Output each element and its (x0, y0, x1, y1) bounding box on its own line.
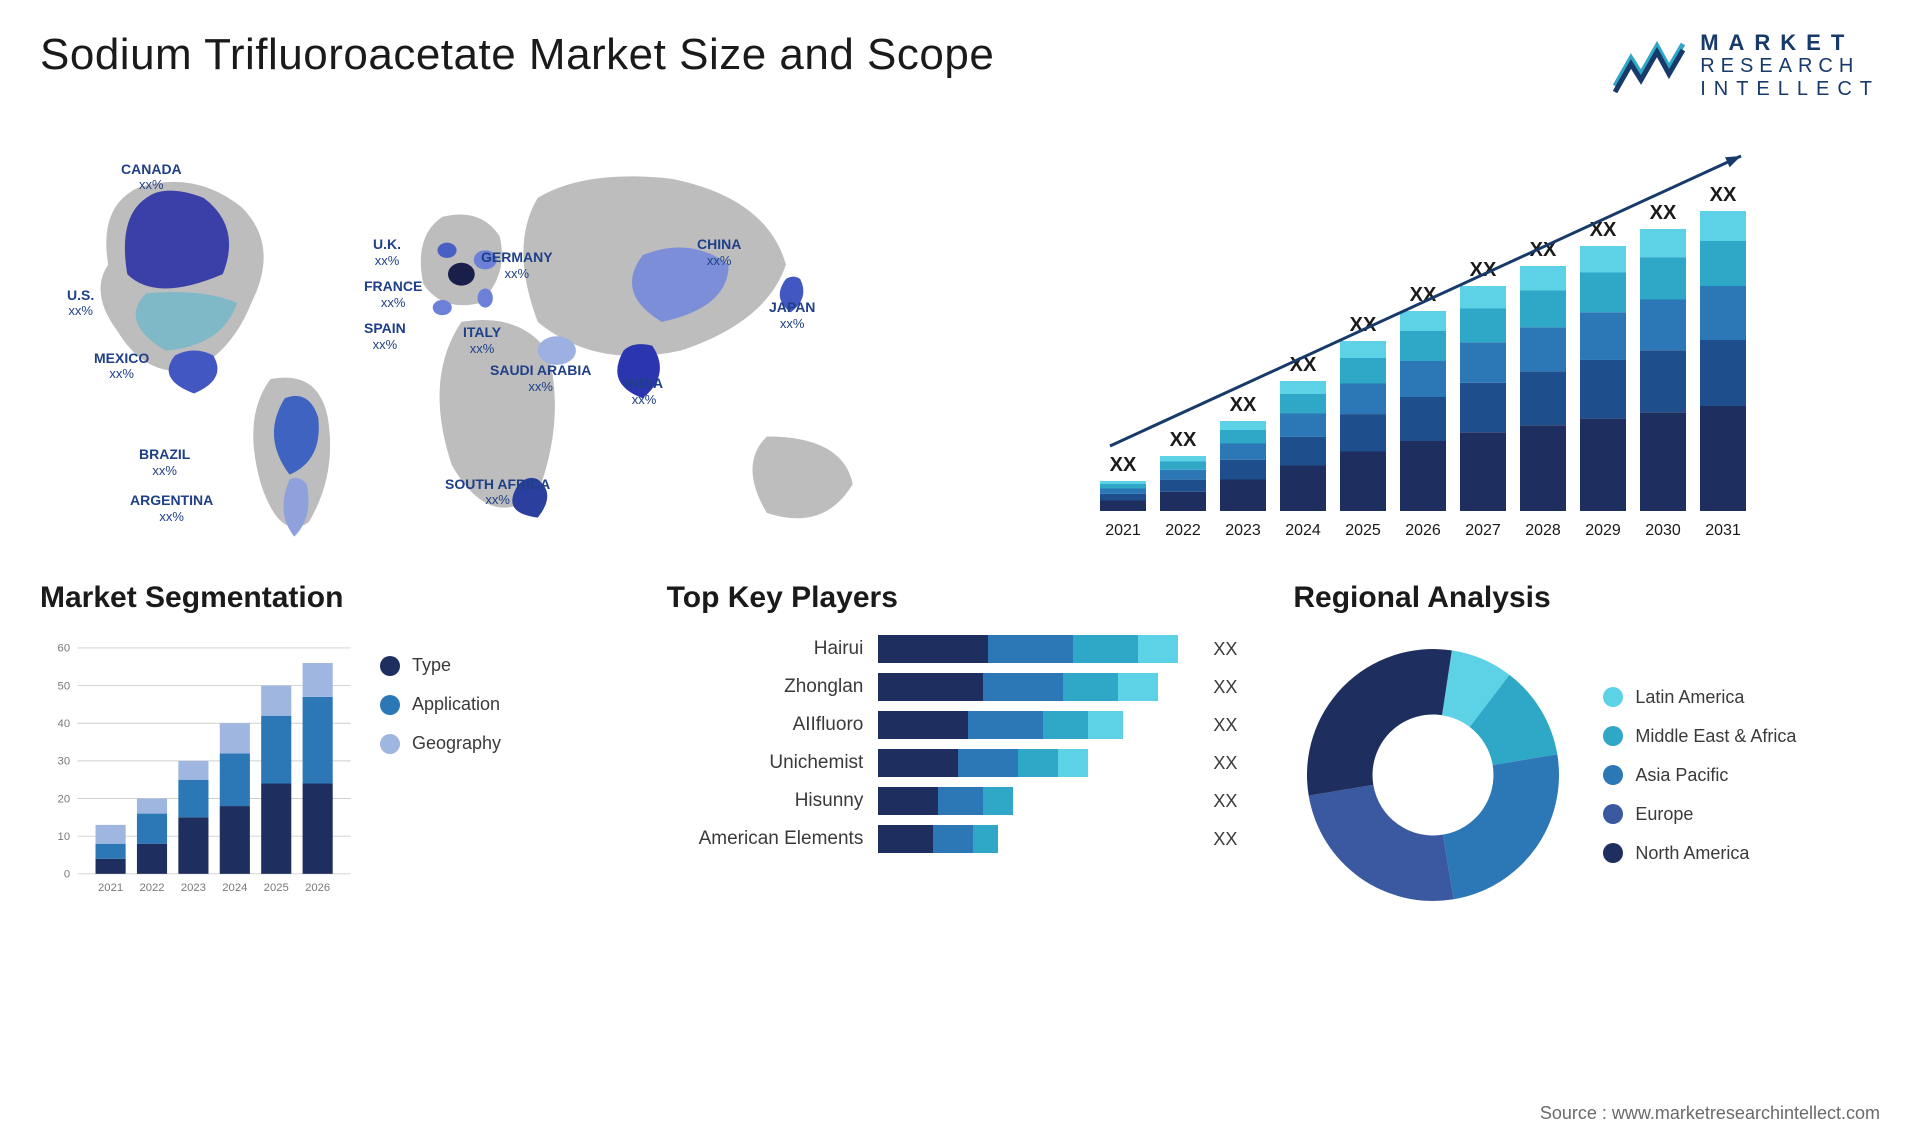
player-value: XX (1213, 753, 1253, 774)
legend-item: Latin America (1603, 687, 1796, 708)
logo-line2: RESEARCH (1700, 55, 1880, 78)
svg-text:0: 0 (64, 869, 70, 881)
svg-text:XX: XX (1110, 454, 1137, 476)
segmentation-title: Market Segmentation (40, 581, 627, 615)
world-map-panel: CANADAxx% U.S.xx% MEXICOxx% BRAZILxx% ARGENT… (40, 131, 940, 551)
player-value: XX (1213, 791, 1253, 812)
player-value: XX (1213, 715, 1253, 736)
segmentation-legend: Type Application Geography (380, 655, 501, 754)
player-label: AIIfluoro (673, 714, 863, 736)
player-bar (878, 711, 1198, 739)
legend-item: Middle East & Africa (1603, 726, 1796, 747)
player-bar (878, 787, 1198, 815)
regional-panel: Regional Analysis Latin America Middle Ea… (1293, 581, 1880, 915)
svg-text:2024: 2024 (1285, 522, 1321, 539)
svg-text:2025: 2025 (1345, 522, 1381, 539)
svg-text:2021: 2021 (98, 882, 123, 894)
svg-text:2029: 2029 (1585, 522, 1621, 539)
svg-text:2027: 2027 (1465, 522, 1501, 539)
legend-item: Type (380, 655, 501, 676)
regional-donut (1293, 635, 1573, 915)
country-label: JAPANxx% (769, 299, 815, 331)
logo-line3: INTELLECT (1700, 78, 1880, 101)
legend-item: Asia Pacific (1603, 765, 1796, 786)
players-panel: Top Key Players HairuiXXZhonglanXXAIIflu… (667, 581, 1254, 915)
country-label: ITALYxx% (463, 324, 501, 356)
logo: MARKET RESEARCH INTELLECT (1613, 30, 1880, 101)
player-label: Hisunny (673, 790, 863, 812)
source-attribution: Source : www.marketresearchintellect.com (1540, 1103, 1880, 1124)
svg-text:XX: XX (1710, 184, 1737, 206)
country-label: BRAZILxx% (139, 446, 190, 478)
player-bar (878, 825, 1198, 853)
country-label: CANADAxx% (121, 161, 182, 193)
regional-title: Regional Analysis (1293, 581, 1880, 615)
player-bar (878, 635, 1198, 663)
player-row: American Elements XX (667, 825, 1254, 853)
legend-item: Geography (380, 733, 501, 754)
svg-text:2031: 2031 (1705, 522, 1741, 539)
svg-text:20: 20 (58, 794, 71, 806)
svg-text:30: 30 (58, 756, 71, 768)
player-bar (878, 673, 1198, 701)
segmentation-chart: 0 10 20 30 40 50 60 2021 2022 2023 2024 2025 2026 (40, 635, 360, 915)
svg-text:XX: XX (1230, 394, 1257, 416)
main-chart-panel: XX2021XX2022XX2023XX2024XX2025XX2026XX20… (980, 131, 1880, 551)
country-label: CHINAxx% (697, 236, 741, 268)
logo-icon (1613, 38, 1685, 94)
player-label: Zhonglan (673, 676, 863, 698)
country-label: INDIAxx% (625, 375, 663, 407)
country-label: SPAINxx% (364, 320, 406, 352)
svg-text:2022: 2022 (1165, 522, 1201, 539)
player-label: American Elements (673, 828, 863, 850)
svg-text:2030: 2030 (1645, 522, 1681, 539)
svg-text:2023: 2023 (181, 882, 206, 894)
country-label: U.K.xx% (373, 236, 401, 268)
player-label: Hairui (673, 638, 863, 660)
country-label: SAUDI ARABIAxx% (490, 362, 591, 394)
svg-text:50: 50 (58, 681, 71, 693)
players-chart: Hairui XX Zhonglan XX AIIfluoro XX Unichemist X… (667, 635, 1254, 853)
legend-item: Europe (1603, 804, 1796, 825)
svg-text:60: 60 (58, 643, 71, 655)
main-bar-chart: XX2021XX2022XX2023XX2024XX2025XX2026XX20… (980, 131, 1880, 551)
player-label: Unichemist (673, 752, 863, 774)
country-label: ARGENTINAxx% (130, 492, 213, 524)
svg-text:2025: 2025 (264, 882, 289, 894)
logo-line1: MARKET (1700, 30, 1880, 55)
svg-text:2021: 2021 (1105, 522, 1141, 539)
regional-legend: Latin America Middle East & Africa Asia Pa… (1603, 687, 1796, 864)
page-title: Sodium Trifluoroacetate Market Size and … (40, 30, 994, 80)
segmentation-panel: Market Segmentation 0 10 20 30 40 50 60 2021 202… (40, 581, 627, 915)
player-row: AIIfluoro XX (667, 711, 1254, 739)
country-label: MEXICOxx% (94, 350, 149, 382)
legend-item: North America (1603, 843, 1796, 864)
svg-text:2026: 2026 (1405, 522, 1441, 539)
svg-text:2024: 2024 (222, 882, 247, 894)
country-label: FRANCExx% (364, 278, 422, 310)
players-title: Top Key Players (667, 581, 1254, 615)
player-value: XX (1213, 639, 1253, 660)
svg-text:10: 10 (58, 831, 71, 843)
country-label: GERMANYxx% (481, 249, 553, 281)
player-row: Hisunny XX (667, 787, 1254, 815)
country-label: U.S.xx% (67, 287, 94, 319)
player-value: XX (1213, 829, 1253, 850)
player-row: Unichemist XX (667, 749, 1254, 777)
player-row: Zhonglan XX (667, 673, 1254, 701)
svg-text:2028: 2028 (1525, 522, 1561, 539)
svg-text:40: 40 (58, 718, 71, 730)
svg-text:2026: 2026 (305, 882, 330, 894)
svg-text:XX: XX (1650, 202, 1677, 224)
player-bar (878, 749, 1198, 777)
svg-text:XX: XX (1170, 429, 1197, 451)
country-label: SOUTH AFRICAxx% (445, 476, 550, 508)
svg-text:2022: 2022 (139, 882, 164, 894)
player-row: Hairui XX (667, 635, 1254, 663)
legend-item: Application (380, 694, 501, 715)
player-value: XX (1213, 677, 1253, 698)
svg-text:2023: 2023 (1225, 522, 1261, 539)
